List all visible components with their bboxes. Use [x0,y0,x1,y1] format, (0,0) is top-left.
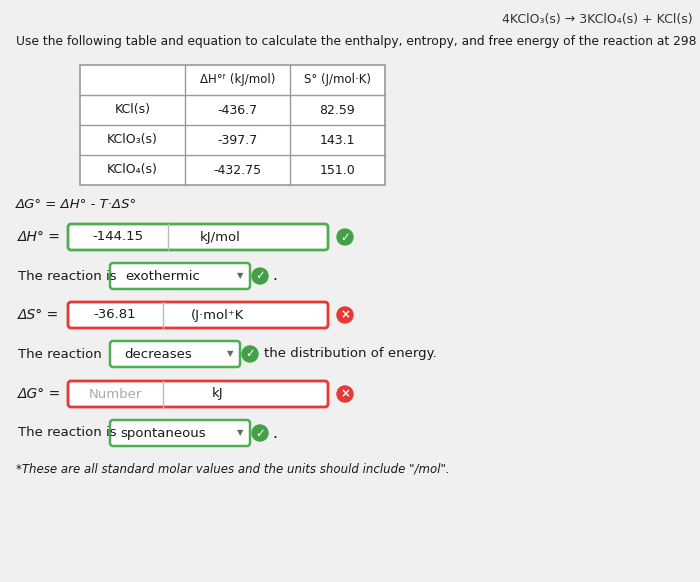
Text: ▼: ▼ [227,350,233,359]
Text: exothermic: exothermic [125,269,200,282]
FancyBboxPatch shape [110,420,250,446]
Text: spontaneous: spontaneous [120,427,206,439]
Text: kJ/mol: kJ/mol [199,230,240,243]
Text: KCl(s): KCl(s) [115,104,150,116]
Text: kJ: kJ [212,388,224,400]
Text: ▼: ▼ [237,428,244,438]
Circle shape [337,386,353,402]
Text: -144.15: -144.15 [92,230,144,243]
FancyBboxPatch shape [68,381,328,407]
Text: The reaction is: The reaction is [18,269,117,282]
FancyBboxPatch shape [68,224,328,250]
Text: (J·mol⁺K: (J·mol⁺K [191,308,245,321]
Text: The reaction: The reaction [18,347,102,360]
Text: ×: × [340,388,350,400]
Text: ✓: ✓ [340,230,350,243]
Text: *These are all standard molar values and the units should include "/mol".: *These are all standard molar values and… [16,462,449,475]
Text: 4KClO₃(s) → 3KClO₄(s) + KCl(s): 4KClO₃(s) → 3KClO₄(s) + KCl(s) [503,13,693,26]
Text: ✓: ✓ [245,347,255,360]
Text: KClO₄(s): KClO₄(s) [107,164,158,176]
Text: KClO₃(s): KClO₃(s) [107,133,158,147]
Text: 82.59: 82.59 [320,104,356,116]
Text: -397.7: -397.7 [218,133,258,147]
Text: the distribution of energy.: the distribution of energy. [264,347,437,360]
Text: S° (J/mol·K): S° (J/mol·K) [304,73,371,87]
Circle shape [337,307,353,323]
Text: ΔG° =: ΔG° = [18,387,62,401]
FancyBboxPatch shape [110,341,240,367]
Text: .: . [272,425,277,441]
Circle shape [242,346,258,362]
FancyBboxPatch shape [68,302,328,328]
Circle shape [252,425,268,441]
Circle shape [252,268,268,284]
Circle shape [337,229,353,245]
Text: ΔG° = ΔH° - T·ΔS°: ΔG° = ΔH° - T·ΔS° [16,197,137,211]
Text: -432.75: -432.75 [214,164,262,176]
Text: Use the following table and equation to calculate the enthalpy, entropy, and fre: Use the following table and equation to … [16,35,700,48]
Text: 143.1: 143.1 [320,133,355,147]
Text: ΔS° =: ΔS° = [18,308,60,322]
Text: ΔH°ᶠ (kJ/mol): ΔH°ᶠ (kJ/mol) [199,73,275,87]
Text: The reaction is: The reaction is [18,427,117,439]
Text: .: . [272,268,277,283]
Text: ΔH° =: ΔH° = [18,230,61,244]
FancyBboxPatch shape [110,263,250,289]
Text: Number: Number [88,388,141,400]
Text: decreases: decreases [124,347,192,360]
Text: -436.7: -436.7 [218,104,258,116]
FancyBboxPatch shape [80,65,385,185]
Text: 151.0: 151.0 [320,164,356,176]
Text: -36.81: -36.81 [94,308,136,321]
Text: ×: × [340,308,350,321]
Text: ✓: ✓ [255,269,265,282]
Text: ✓: ✓ [255,427,265,439]
Text: ▼: ▼ [237,271,244,281]
